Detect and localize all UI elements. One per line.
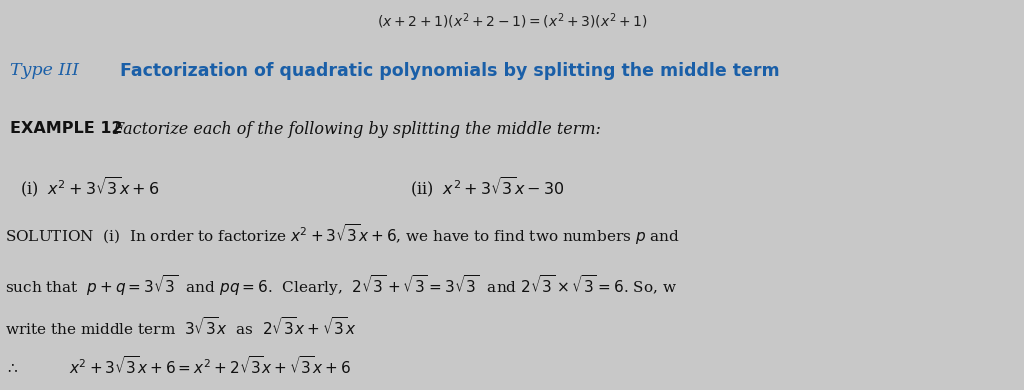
Text: EXAMPLE 12: EXAMPLE 12 <box>10 121 123 136</box>
Text: Type III: Type III <box>10 62 79 80</box>
Text: $\therefore$          $x^2 + 3\sqrt{3}x + 6 = x^2 + 2\sqrt{3}x + \sqrt{3}x + 6$: $\therefore$ $x^2 + 3\sqrt{3}x + 6 = x^2… <box>5 355 351 377</box>
Text: such that  $p + q = 3\sqrt{3}$  and $pq = 6$.  Clearly,  $2\sqrt{3} + \sqrt{3} =: such that $p + q = 3\sqrt{3}$ and $pq = … <box>5 273 677 298</box>
Text: (i)  $x^2 + 3\sqrt{3}x + 6$: (i) $x^2 + 3\sqrt{3}x + 6$ <box>20 176 160 200</box>
Text: (ii)  $x^2 + 3\sqrt{3}x - 30$: (ii) $x^2 + 3\sqrt{3}x - 30$ <box>410 176 564 200</box>
Text: $(x + 2 + 1)(x^2 + 2 - 1) = (x^2 + 3)(x^2 + 1)$: $(x + 2 + 1)(x^2 + 2 - 1) = (x^2 + 3)(x^… <box>377 12 647 31</box>
Text: Factorize each of the following by splitting the middle term:: Factorize each of the following by split… <box>108 121 600 138</box>
Text: write the middle term  $3\sqrt{3}x$  as  $2\sqrt{3}x + \sqrt{3}x$: write the middle term $3\sqrt{3}x$ as $2… <box>5 316 356 338</box>
Text: SOLUTION  (i)  In order to factorize $x^2 + 3\sqrt{3}x + 6$, we have to find two: SOLUTION (i) In order to factorize $x^2 … <box>5 222 680 247</box>
Text: Factorization of quadratic polynomials by splitting the middle term: Factorization of quadratic polynomials b… <box>108 62 779 80</box>
